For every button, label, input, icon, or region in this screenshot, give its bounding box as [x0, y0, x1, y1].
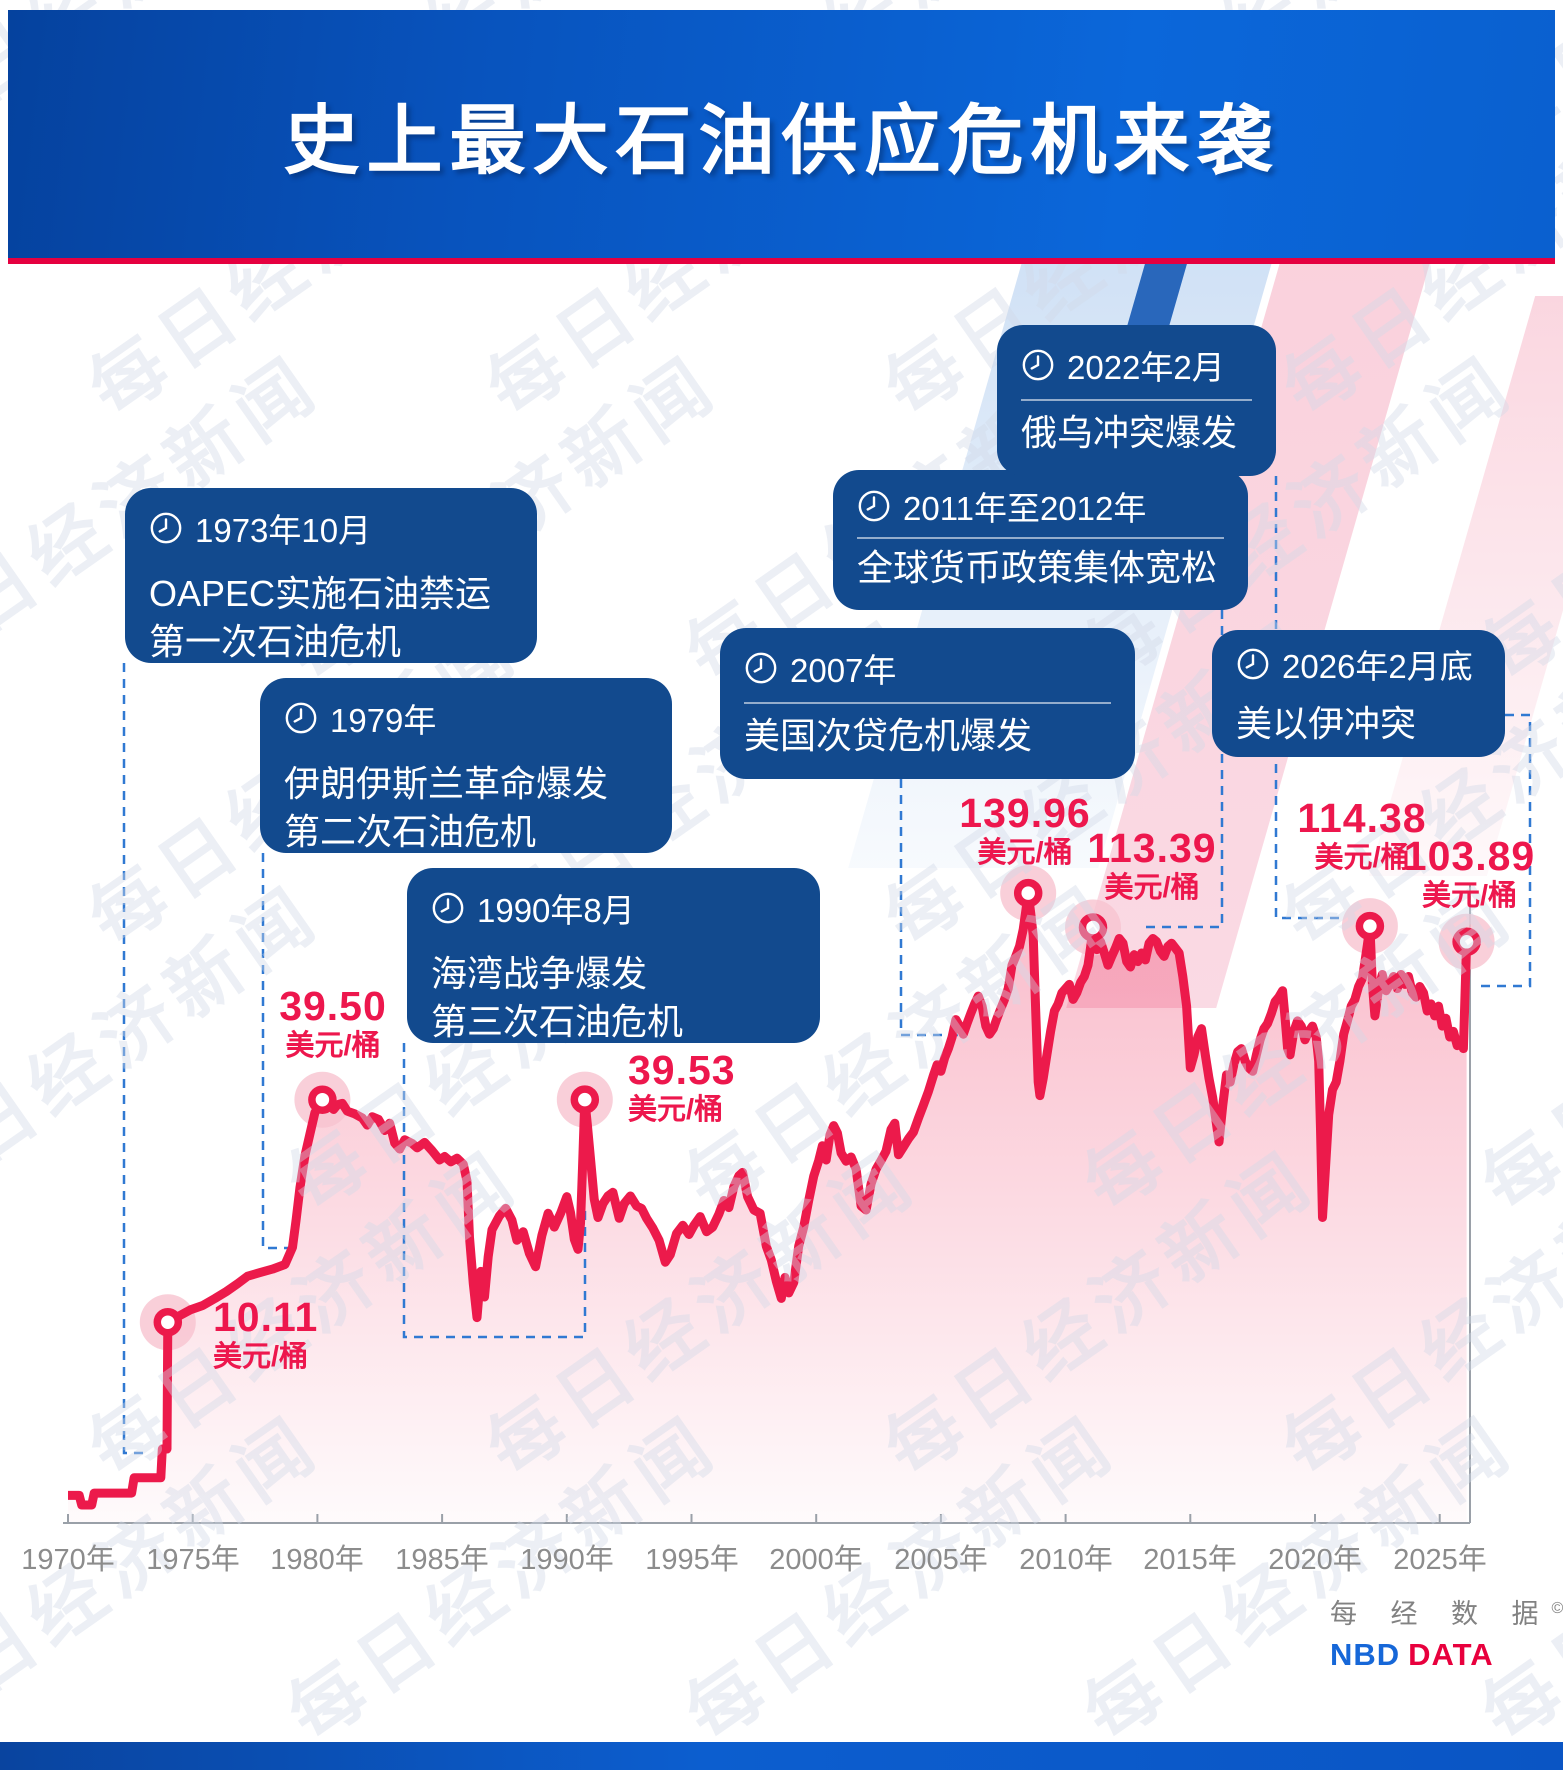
- price-value: 10.11: [213, 1294, 319, 1340]
- annotation-date-row: 2007年: [744, 644, 1111, 692]
- annotation-date: 2007年: [790, 652, 897, 689]
- price-value: 113.39: [1087, 825, 1217, 871]
- annotation-text: 第一次石油危机: [149, 620, 402, 662]
- brand-chinese: 每 经 数 据©: [1330, 1599, 1563, 1629]
- price-unit: 美元/桶: [977, 837, 1073, 870]
- annotation-text: 第二次石油危机: [284, 810, 537, 852]
- brand-nbd: NBD: [1330, 1637, 1401, 1672]
- event-leader-line: [1140, 610, 1224, 929]
- annotation-2022-russia-ukraine: 2022年2月 俄乌冲突爆发: [997, 325, 1276, 476]
- price-label-2022: 114.38 美元/桶: [1272, 796, 1452, 875]
- annotation-date-row: 1979年: [284, 694, 648, 742]
- clock-icon: [285, 702, 317, 734]
- annotation-separator: [857, 537, 1224, 539]
- event-leader-line: [122, 663, 150, 1455]
- price-value: 103.89: [1403, 833, 1536, 879]
- annotation-date-row: 2026年2月底: [1236, 640, 1481, 688]
- event-leader-line: [1274, 476, 1342, 920]
- annotation-date-row: 1973年10月: [149, 504, 513, 552]
- clock-icon: [858, 490, 890, 522]
- price-unit: 美元/桶: [1314, 842, 1410, 875]
- annotation-date: 2011年至2012年: [903, 490, 1147, 527]
- price-unit: 美元/桶: [628, 1094, 724, 1127]
- price-unit: 美元/桶: [1421, 880, 1518, 913]
- annotation-date: 2022年2月: [1067, 349, 1225, 386]
- page-title: 史上最大石油供应危机来袭: [283, 99, 1280, 184]
- price-value: 114.38: [1297, 795, 1427, 841]
- price-marker: [308, 1085, 337, 1114]
- copyright-mark: ©: [1551, 1600, 1563, 1617]
- annotation-date-row: 1990年8月: [431, 884, 796, 932]
- event-leader-line: [402, 1043, 587, 1339]
- price-value: 39.53: [628, 1047, 736, 1093]
- price-unit: 美元/桶: [213, 1341, 309, 1374]
- annotation-1973-oil-embargo: 1973年10月 OAPEC实施石油禁运 第一次石油危机: [125, 488, 537, 663]
- annotation-2007-subprime: 2007年 美国次贷危机爆发: [720, 628, 1135, 779]
- annotation-date: 1973年10月: [195, 512, 372, 549]
- price-value: 139.96: [959, 790, 1091, 836]
- clock-icon: [150, 512, 182, 544]
- price-label-2008: 139.96 美元/桶: [935, 791, 1115, 870]
- clock-icon: [432, 892, 464, 924]
- annotation-1990-gulf-war: 1990年8月 海湾战争爆发 第三次石油危机: [407, 868, 820, 1043]
- annotation-text: 海湾战争爆发: [431, 953, 648, 994]
- event-leader-line: [261, 853, 295, 1250]
- price-label-1974: 10.11 美元/桶: [213, 1295, 318, 1374]
- price-label-2026: 103.89 美元/桶: [1378, 834, 1561, 913]
- header-banner: 史上最大石油供应危机来袭: [8, 10, 1555, 258]
- annotation-date: 2026年2月底: [1282, 648, 1473, 685]
- oil-price-line: [68, 888, 1472, 1510]
- annotation-date: 1990年8月: [477, 892, 635, 929]
- price-unit: 美元/桶: [285, 1030, 381, 1063]
- event-leader-line: [1478, 713, 1532, 988]
- price-area-fill: [68, 893, 1467, 1523]
- annotation-separator: [1021, 399, 1252, 401]
- clock-icon: [1237, 648, 1269, 680]
- price-marker: [1013, 878, 1043, 908]
- price-label-2011: 113.39 美元/桶: [1062, 826, 1242, 905]
- annotation-text: 全球货币政策集体宽松: [857, 547, 1218, 588]
- annotation-date-row: 2011年至2012年: [857, 482, 1224, 530]
- nbd-data-logo: 每 经 数 据© NBD DATA: [1330, 1592, 1563, 1673]
- annotation-text: OAPEC实施石油禁运: [149, 573, 492, 614]
- event-leader-line: [899, 779, 962, 1037]
- price-marker: [1452, 927, 1481, 957]
- price-marker: [1355, 911, 1385, 941]
- annotation-text: 俄乌冲突爆发: [1021, 412, 1238, 453]
- footer-bar: [0, 1742, 1563, 1770]
- price-label-1990: 39.53 美元/桶: [628, 1048, 736, 1127]
- clock-icon: [745, 652, 777, 684]
- annotation-text: 美国次贷危机爆发: [744, 715, 1033, 756]
- price-label-1980: 39.50 美元/桶: [243, 984, 423, 1063]
- annotation-text: 美以伊冲突: [1236, 703, 1417, 744]
- brand-data: DATA: [1408, 1637, 1494, 1672]
- price-marker: [153, 1307, 183, 1337]
- annotation-date-row: 2022年2月: [1021, 341, 1252, 389]
- annotation-2011-easing: 2011年至2012年 全球货币政策集体宽松: [833, 470, 1248, 610]
- annotation-text: 伊朗伊斯兰革命爆发: [284, 763, 609, 804]
- price-value: 39.50: [279, 983, 387, 1029]
- annotation-1979-iran-revolution: 1979年 伊朗伊斯兰革命爆发 第二次石油危机: [260, 678, 672, 853]
- price-unit: 美元/桶: [1104, 872, 1200, 905]
- annotation-separator: [744, 702, 1111, 704]
- brand-english: NBD DATA: [1330, 1637, 1563, 1673]
- annotation-date: 1979年: [330, 702, 437, 739]
- annotation-2026-us-israel-iran: 2026年2月底 美以伊冲突: [1212, 630, 1505, 757]
- annotation-text: 第三次石油危机: [431, 1000, 684, 1042]
- price-marker: [570, 1085, 600, 1114]
- header-underline: [8, 258, 1555, 264]
- price-marker: [1078, 913, 1108, 942]
- clock-icon: [1022, 349, 1054, 381]
